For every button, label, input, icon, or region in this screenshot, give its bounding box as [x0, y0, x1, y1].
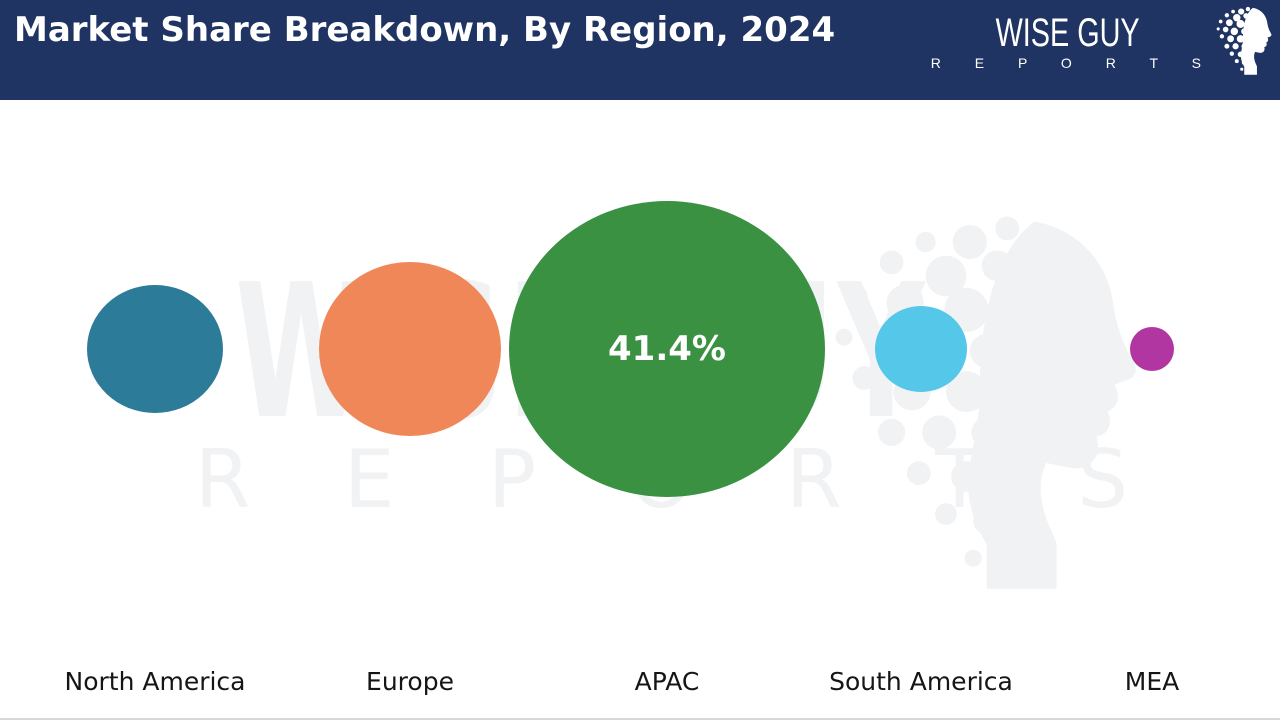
logo-text: WISE GUY R E P O R T S	[919, 12, 1216, 71]
watermark-dot-face-icon	[835, 216, 1136, 589]
wiseguy-logo: WISE GUY R E P O R T S	[919, 4, 1274, 78]
category-label-south-america: South America	[829, 667, 1013, 696]
logo-wordmark: WISE GUY	[995, 10, 1140, 55]
bubble-chart: WISE GUY R E P O R T S 41.4% North Ameri…	[0, 100, 1280, 720]
category-label-apac: APAC	[634, 667, 700, 696]
category-label-europe: Europe	[366, 667, 454, 696]
dot-face-logo-icon	[1216, 6, 1272, 75]
category-label-mea: MEA	[1124, 667, 1180, 696]
header-banner: Market Share Breakdown, By Region, 2024 …	[0, 0, 1280, 100]
bubble-south-america[interactable]	[875, 306, 967, 392]
category-label-north-america: North America	[64, 667, 246, 696]
bubble-apac[interactable]: 41.4%	[509, 201, 825, 497]
bubble-north-america[interactable]	[87, 285, 223, 413]
logo-subtitle: R E P O R T S	[930, 54, 1216, 71]
bubble-europe[interactable]	[319, 262, 501, 436]
page-title: Market Share Breakdown, By Region, 2024	[14, 10, 836, 50]
bubble-mea[interactable]	[1130, 327, 1174, 371]
data-label-apac: 41.4%	[608, 329, 726, 369]
bottom-divider	[0, 718, 1280, 720]
